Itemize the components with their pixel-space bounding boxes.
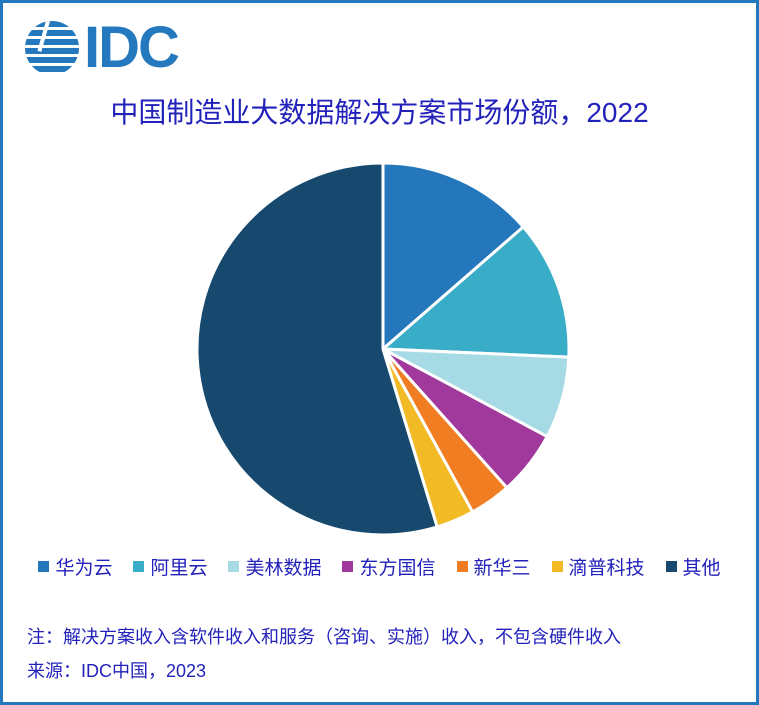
legend-swatch-icon	[456, 561, 468, 572]
legend-label: 其他	[682, 558, 721, 579]
pie-slice-阿里云	[381, 225, 571, 359]
legend-item-滴普科技: 滴普科技	[551, 553, 645, 580]
idc-logo-text: IDC	[84, 15, 180, 80]
legend-label: 东方国信	[359, 558, 436, 579]
pie-slice-其他	[195, 161, 439, 537]
legend-swatch-icon	[342, 561, 354, 572]
legend-item-东方国信: 东方国信	[342, 553, 436, 580]
pie-slice-华为云	[381, 161, 525, 351]
chart-legend: 华为云 阿里云 美林数据 东方国信 新华三 滴普科技 其他	[3, 553, 756, 580]
legend-swatch-icon	[38, 561, 50, 572]
legend-label: 美林数据	[245, 558, 322, 579]
legend-label: 阿里云	[150, 558, 208, 579]
legend-item-华为云: 华为云	[38, 553, 112, 580]
legend-label: 新华三	[473, 558, 531, 579]
legend-item-其他: 其他	[665, 553, 721, 580]
legend-label: 滴普科技	[568, 558, 645, 579]
idc-globe-icon	[25, 21, 79, 75]
legend-swatch-icon	[133, 561, 145, 572]
legend-item-美林数据: 美林数据	[228, 553, 321, 580]
footnote: 注：解决方案收入含软件收入和服务（咨询、实施）收入，不包含硬件收入	[27, 627, 621, 647]
pie-chart	[195, 161, 571, 537]
source-note: 来源：IDC中国，2023	[27, 661, 207, 681]
legend-swatch-icon	[228, 561, 240, 572]
idc-logo: IDC	[25, 15, 180, 80]
legend-item-阿里云: 阿里云	[133, 553, 207, 580]
chart-title: 中国制造业大数据解决方案市场份额，2022	[110, 97, 649, 128]
legend-swatch-icon	[665, 561, 677, 572]
legend-swatch-icon	[551, 561, 563, 572]
legend-label: 华为云	[55, 558, 113, 579]
legend-item-新华三: 新华三	[456, 553, 531, 580]
